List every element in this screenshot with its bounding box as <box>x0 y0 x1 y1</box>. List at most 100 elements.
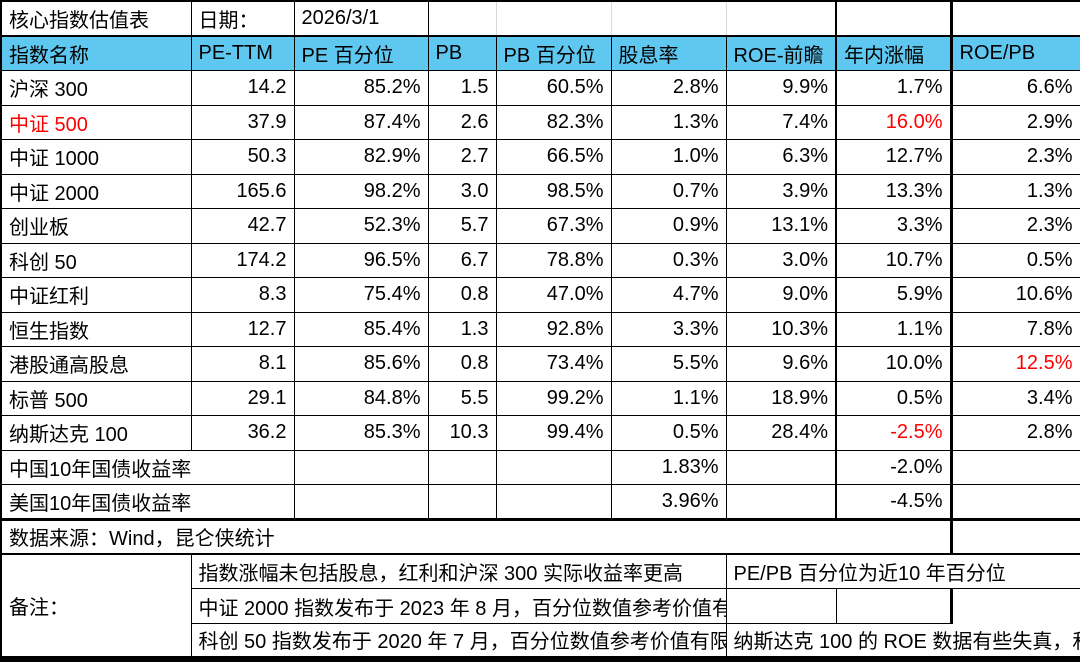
table-row: 恒生指数 12.7 85.4% 1.3 92.8% 3.3% 10.3% 1.1% 7.8% <box>0 311 1080 347</box>
value-cell: 36.2 <box>190 415 295 451</box>
value-cell: 50.3 <box>190 139 295 175</box>
empty-cell <box>427 449 497 485</box>
header-row: 指数名称 PE-TTM PE 百分位 PB PB 百分位 股息率 ROE-前瞻 … <box>0 35 1080 71</box>
index-name-cell: 标普 500 <box>0 380 192 416</box>
table-row: 科创 50 174.2 96.5% 6.7 78.8% 0.3% 3.0% 10.7% 0.5% <box>0 242 1080 278</box>
value-cell: 2.9% <box>949 104 1080 140</box>
value-cell: 73.4% <box>495 346 612 382</box>
value-cell: 5.7 <box>427 208 497 244</box>
value-cell: 2.8% <box>949 415 1080 451</box>
value-cell: 52.3% <box>293 208 429 244</box>
index-name-cell: 沪深 300 <box>0 70 192 106</box>
header-ytd-change: 年内涨幅 <box>835 35 952 71</box>
empty-cell <box>495 449 612 485</box>
value-cell: 165.6 <box>190 173 295 209</box>
table-row: 纳斯达克 100 36.2 85.3% 10.3 99.4% 0.5% 28.4% -2.5%… <box>0 415 1080 451</box>
empty-cell <box>949 517 1080 554</box>
header-roe-pb: ROE/PB <box>949 35 1080 71</box>
empty-cell <box>427 0 497 37</box>
index-name-cell: 港股通高股息 <box>0 346 192 382</box>
note-left-2: 中证 2000 指数发布于 2023 年 8 月，百分位数值参考价值有限 <box>190 588 727 624</box>
value-cell: 0.5% <box>835 380 952 416</box>
empty-cell <box>725 484 837 520</box>
note-left-3: 科创 50 指数发布于 2020 年 7 月，百分位数值参考价值有限 <box>190 623 727 659</box>
value-cell: 174.2 <box>190 242 295 278</box>
index-name-cell: 创业板 <box>0 208 192 244</box>
bond-name-cell: 中国10年国债收益率 <box>0 449 295 485</box>
value-cell: 3.9% <box>725 173 837 209</box>
value-cell: 8.3 <box>190 277 295 313</box>
value-cell: 7.4% <box>725 104 837 140</box>
value-cell: 0.3% <box>610 242 727 278</box>
empty-cell <box>725 588 837 624</box>
value-cell: 18.9% <box>725 380 837 416</box>
value-cell: 3.0 <box>427 173 497 209</box>
value-cell: 0.5% <box>610 415 727 451</box>
header-pb-percentile: PB 百分位 <box>495 35 612 71</box>
value-cell: 0.8 <box>427 277 497 313</box>
empty-cell <box>835 0 952 37</box>
value-cell: 1.3% <box>610 104 727 140</box>
value-cell: 82.3% <box>495 104 612 140</box>
sheet-title: 核心指数估值表 <box>0 0 192 37</box>
empty-cell <box>949 449 1080 485</box>
value-cell: 9.9% <box>725 70 837 106</box>
value-cell: 8.1 <box>190 346 295 382</box>
value-cell: 85.2% <box>293 70 429 106</box>
value-cell: 2.8% <box>610 70 727 106</box>
empty-cell <box>293 449 429 485</box>
value-cell: -2.5% <box>835 415 952 451</box>
value-cell: 3.4% <box>949 380 1080 416</box>
table-top: 核心指数估值表 日期： 2026/3/1 指数名称 PE-TTM PE 百分位 … <box>0 0 1080 71</box>
bond-yield-row: 美国10年国债收益率 3.96% -4.5% <box>0 484 1080 520</box>
value-cell: 13.1% <box>725 208 837 244</box>
value-cell: 13.3% <box>835 173 952 209</box>
value-cell: 2.7 <box>427 139 497 175</box>
value-cell: 87.4% <box>293 104 429 140</box>
value-cell: 82.9% <box>293 139 429 175</box>
note-row-1: 备注： 指数涨幅未包括股息，红利和沪深 300 实际收益率更高 PE/PB 百分… <box>0 552 1080 659</box>
notes-label: 备注： <box>0 552 192 659</box>
value-cell: 6.3% <box>725 139 837 175</box>
table-bottom: 数据来源：Wind，昆仑侠统计 备注： 指数涨幅未包括股息，红利和沪深 300 … <box>0 517 1080 659</box>
source-row: 数据来源：Wind，昆仑侠统计 <box>0 517 1080 554</box>
bond-yield-cell: 3.96% <box>610 484 727 520</box>
empty-cell <box>293 484 429 520</box>
value-cell: 37.9 <box>190 104 295 140</box>
value-cell: 10.6% <box>949 277 1080 313</box>
value-cell: 12.5% <box>949 346 1080 382</box>
value-cell: 2.3% <box>949 139 1080 175</box>
value-cell: 92.8% <box>495 311 612 347</box>
bond-ytd-cell: -2.0% <box>835 449 952 485</box>
value-cell: 60.5% <box>495 70 612 106</box>
value-cell: 75.4% <box>293 277 429 313</box>
value-cell: 6.6% <box>949 70 1080 106</box>
value-cell: 1.3% <box>949 173 1080 209</box>
value-cell: 28.4% <box>725 415 837 451</box>
value-cell: 85.6% <box>293 346 429 382</box>
value-cell: 42.7 <box>190 208 295 244</box>
table-row: 创业板 42.7 52.3% 5.7 67.3% 0.9% 13.1% 3.3% 2.3% <box>0 208 1080 244</box>
value-cell: 16.0% <box>835 104 952 140</box>
note-right-1: PE/PB 百分位为近10 年百分位 <box>725 552 1080 589</box>
value-cell: 5.9% <box>835 277 952 313</box>
value-cell: 12.7 <box>190 311 295 347</box>
value-cell: 3.3% <box>610 311 727 347</box>
data-source: 数据来源：Wind，昆仑侠统计 <box>0 517 952 554</box>
header-pe-ttm: PE-TTM <box>190 35 295 71</box>
value-cell: 1.0% <box>610 139 727 175</box>
index-name-cell: 恒生指数 <box>0 311 192 347</box>
index-name-cell: 中证红利 <box>0 277 192 313</box>
value-cell: 9.6% <box>725 346 837 382</box>
value-cell: 85.3% <box>293 415 429 451</box>
value-cell: 4.7% <box>610 277 727 313</box>
bond-name-cell: 美国10年国债收益率 <box>0 484 295 520</box>
value-cell: 14.2 <box>190 70 295 106</box>
value-cell: 67.3% <box>495 208 612 244</box>
value-cell: 10.3% <box>725 311 837 347</box>
value-cell: 29.1 <box>190 380 295 416</box>
note-row-2: 中证 2000 指数发布于 2023 年 8 月，百分位数值参考价值有限 <box>1 588 1080 624</box>
note-right-3: 纳斯达克 100 的 ROE 数据有些失真，和超 <box>725 623 1080 659</box>
value-cell: 2.6 <box>427 104 497 140</box>
value-cell: 3.3% <box>835 208 952 244</box>
